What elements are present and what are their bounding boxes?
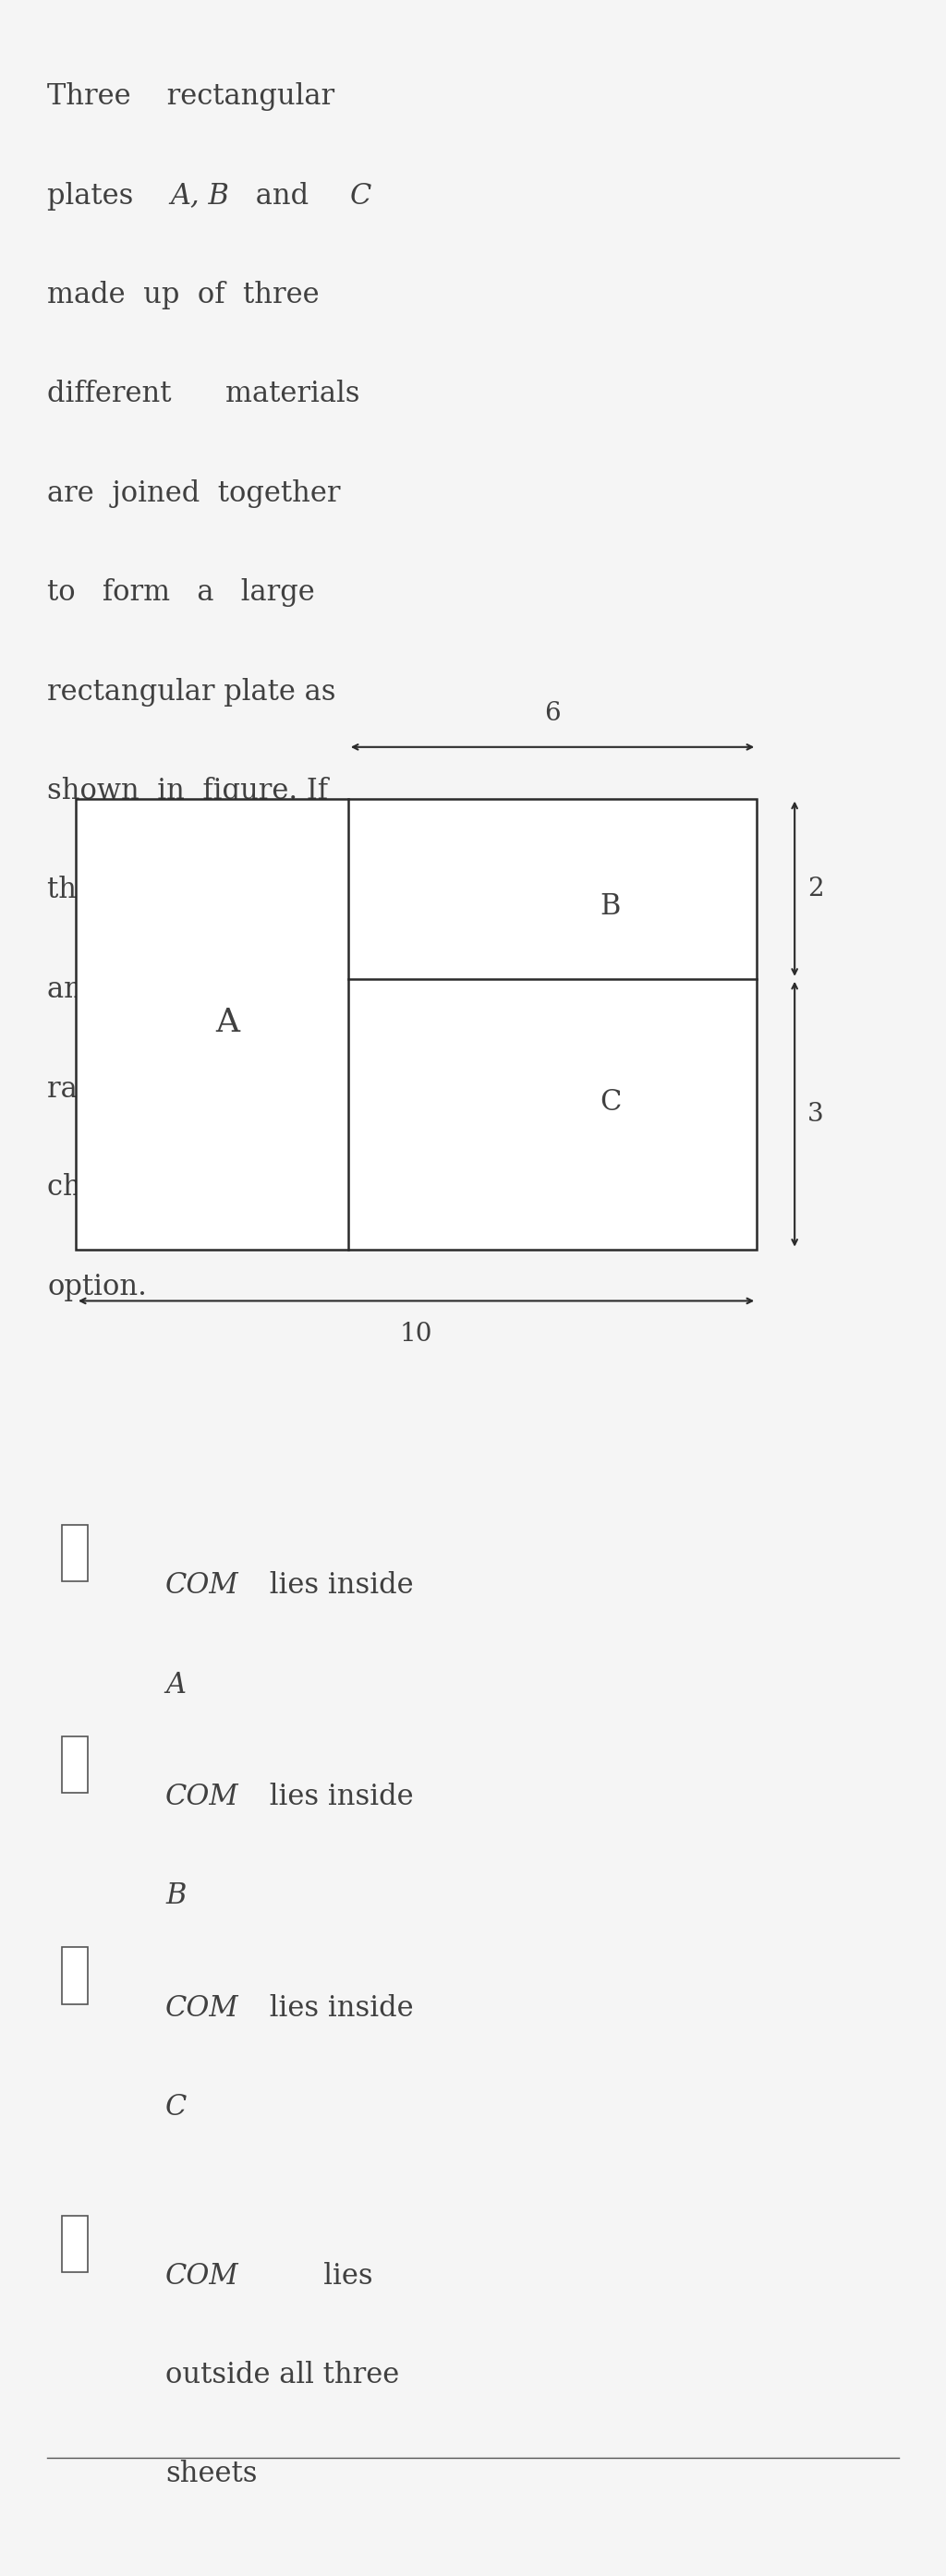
Text: C: C [350, 180, 371, 211]
Text: B: B [166, 1880, 186, 1911]
Text: 3: 3 [807, 1103, 824, 1126]
Text: are  joined  together: are joined together [47, 479, 341, 507]
Text: lies inside: lies inside [260, 1783, 413, 1811]
Text: C: C [600, 1087, 621, 1118]
Text: A: A [166, 1669, 185, 1700]
Text: lies inside: lies inside [260, 1994, 413, 2022]
Text: option.: option. [47, 1273, 147, 1301]
Text: to   form   a   large: to form a large [47, 580, 315, 608]
Text: 6: 6 [544, 701, 561, 726]
Text: and: and [47, 976, 118, 1005]
Text: 2: 2 [807, 876, 824, 902]
Text: Three    rectangular: Three rectangular [47, 82, 335, 111]
Text: plates: plates [47, 180, 143, 211]
Text: choose  the  correct: choose the correct [47, 1175, 332, 1203]
Text: are  in  the: are in the [166, 976, 342, 1005]
Bar [61, 1736, 87, 1793]
Bar [61, 2215, 87, 2272]
Text: C: C [166, 2092, 187, 2123]
Text: A, B: A, B [170, 180, 229, 211]
Text: the densities of: the densities of [47, 876, 276, 904]
Text: B: B [600, 891, 621, 922]
Text: C: C [139, 976, 161, 1005]
Text: COM: COM [166, 2262, 239, 2290]
Bar [61, 1525, 87, 1582]
Text: ratio  2 : 5 : 3,  then: ratio 2 : 5 : 3, then [47, 1074, 333, 1103]
Text: lies: lies [260, 2262, 373, 2290]
Text: COM: COM [166, 1571, 239, 1600]
Text: 10: 10 [400, 1321, 432, 1347]
Text: A, B: A, B [342, 876, 401, 904]
Bar [76, 799, 757, 1249]
Text: sheets: sheets [166, 2460, 257, 2488]
Text: rectangular plate as: rectangular plate as [47, 677, 336, 706]
Bar [61, 1947, 87, 2004]
Text: outside all three: outside all three [166, 2360, 399, 2391]
Text: shown  in  figure. If: shown in figure. If [47, 778, 328, 806]
Text: and: and [246, 180, 326, 211]
Text: COM: COM [166, 1994, 239, 2022]
Text: COM: COM [166, 1783, 239, 1811]
Text: made  up  of  three: made up of three [47, 281, 320, 309]
Text: different      materials: different materials [47, 381, 360, 410]
Text: lies inside: lies inside [260, 1571, 413, 1600]
Text: A: A [215, 1007, 239, 1038]
